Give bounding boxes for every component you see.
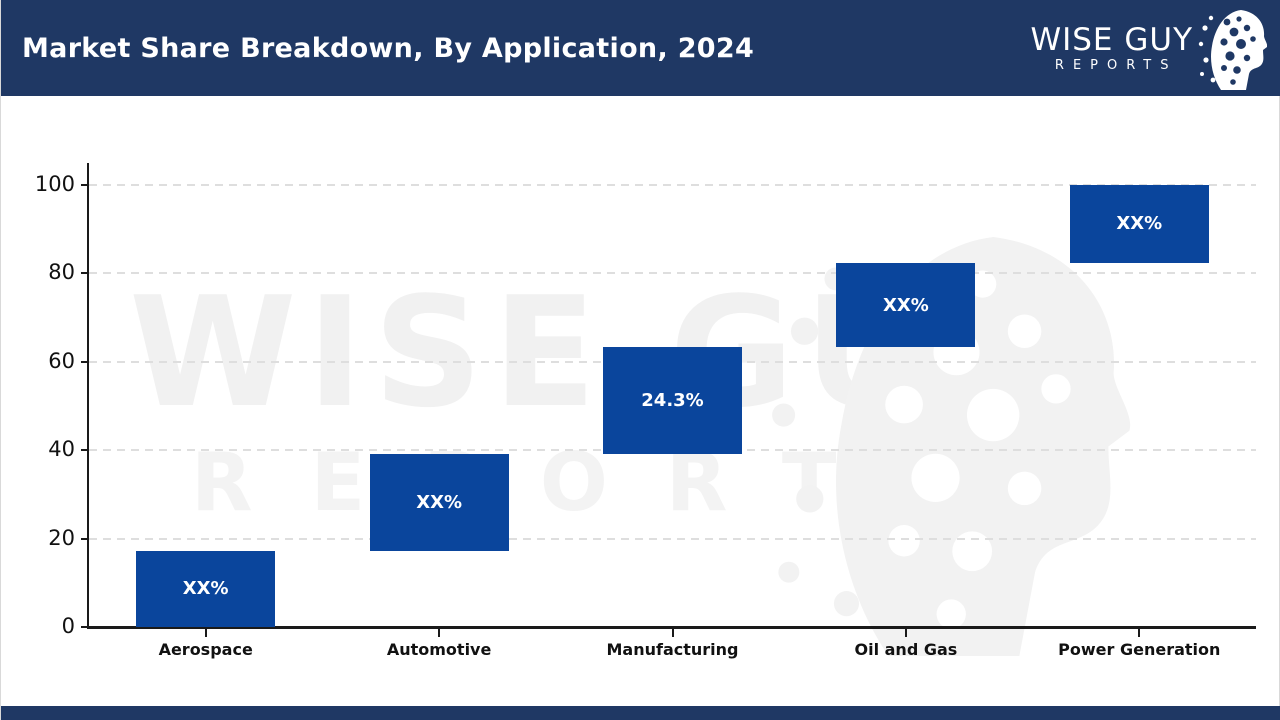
x-category-label: Aerospace — [158, 640, 253, 659]
bar-value-label: 24.3% — [641, 390, 704, 412]
y-tick-label: 60 — [48, 348, 75, 373]
brand-logo: WISE GUY REPORTS — [1030, 6, 1267, 90]
page-title: Market Share Breakdown, By Application, … — [22, 32, 755, 64]
gridline-100 — [89, 183, 1256, 186]
y-tick-mark — [81, 183, 89, 186]
brand-subname: REPORTS — [1054, 58, 1178, 73]
y-tick-mark — [81, 272, 89, 274]
y-tick-label: 0 — [61, 614, 75, 638]
bar-oil-and-gas: XX% — [836, 263, 976, 347]
bar-manufacturing: 24.3% — [603, 346, 742, 455]
header-bar: Market Share Breakdown, By Application, … — [1, 0, 1280, 96]
y-tick-mark — [81, 449, 89, 451]
brand-logo-text: WISE GUY REPORTS — [1030, 23, 1193, 73]
brand-head-icon — [1198, 10, 1267, 90]
x-tick-mark — [204, 629, 207, 637]
bar-value-label: XX% — [182, 578, 229, 600]
x-category-label: Automotive — [386, 640, 492, 659]
y-tick-mark — [81, 626, 89, 628]
y-tick-mark — [81, 360, 89, 363]
x-category-label: Manufacturing — [606, 640, 739, 659]
gridline-80 — [89, 272, 1256, 274]
y-tick-mark — [81, 537, 89, 540]
y-tick-label: 40 — [48, 437, 75, 461]
y-tick-label: 20 — [48, 525, 75, 550]
x-category-label: Oil and Gas — [854, 640, 958, 659]
bar-value-label: XX% — [1116, 213, 1163, 235]
bar-power-generation: XX% — [1069, 184, 1209, 264]
x-tick-mark — [1138, 629, 1141, 637]
x-tick-mark — [904, 629, 907, 637]
y-axis-line — [87, 163, 89, 629]
y-tick-label: 80 — [48, 260, 75, 284]
bar-value-label: XX% — [416, 492, 462, 514]
bar-automotive: XX% — [369, 454, 509, 551]
bar-aerospace: XX% — [136, 550, 276, 627]
x-axis-line — [87, 626, 1256, 629]
gridline-20 — [89, 537, 1256, 540]
x-tick-mark — [671, 629, 674, 637]
footer-bar — [1, 706, 1280, 720]
y-tick-label: 100 — [34, 171, 75, 196]
x-tick-mark — [438, 629, 441, 637]
brand-name: WISE GUY — [1030, 22, 1193, 58]
x-category-label: Power Generation — [1058, 640, 1221, 659]
bar-value-label: XX% — [882, 294, 929, 316]
chart-area: WISE GUY REPORTS 0 20 40 60 80 100 XX% Aerospac… — [1, 96, 1280, 706]
